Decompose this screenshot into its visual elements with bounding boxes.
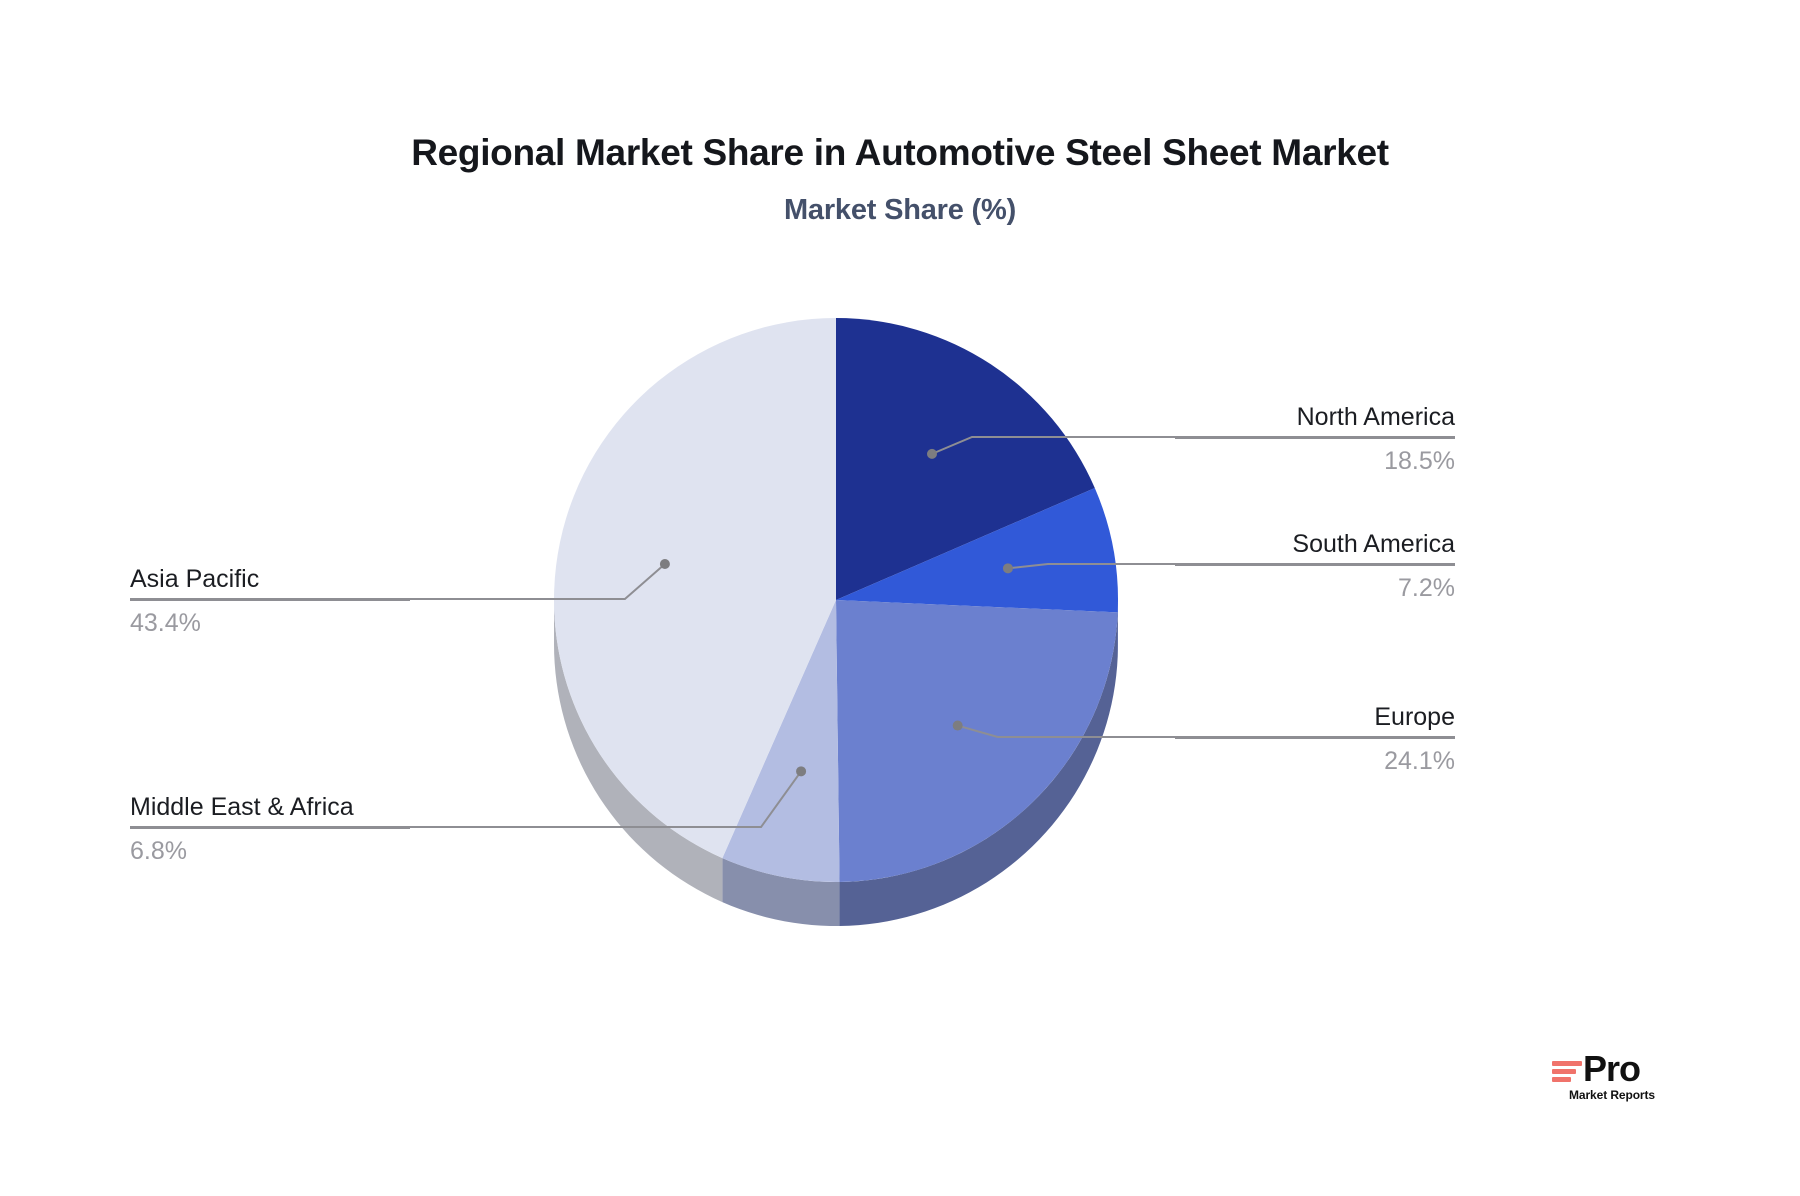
callout-label-north-america: North America — [1296, 403, 1455, 431]
pie-slice-asia-pacific[interactable]: Asia Pacific 43.4% — [553, 318, 836, 859]
callout-rule-europe — [1175, 737, 1455, 739]
callout-middle-east-africa[interactable]: Middle East & Africa 6.8% — [130, 790, 410, 869]
callout-value-south-america: 7.2% — [1398, 574, 1455, 602]
leader-dot — [796, 766, 807, 777]
pie-depth-wall — [722, 858, 840, 926]
callout-label-asia-pacific: Asia Pacific — [130, 565, 260, 593]
leader-dot — [659, 559, 670, 570]
three-bars-icon — [1552, 1061, 1582, 1086]
pie-depth-wall — [839, 612, 1118, 926]
leader-dot — [952, 720, 963, 731]
callout-europe[interactable]: Europe 24.1% — [1175, 700, 1455, 779]
pie-slice-north-america[interactable]: North America 18.5% — [836, 318, 1095, 600]
callout-value-europe: 24.1% — [1384, 747, 1455, 775]
callout-value-north-america: 18.5% — [1384, 447, 1455, 475]
callout-south-america[interactable]: South America 7.2% — [1175, 527, 1455, 606]
callout-label-europe: Europe — [1374, 703, 1455, 731]
callout-rule-south-america — [1175, 564, 1455, 566]
pro-market-reports-logo[interactable]: Pro Market Reports — [1552, 1046, 1672, 1102]
chart-subtitle: Market Share (%) — [783, 194, 1017, 226]
callout-rule-middle-east-africa — [130, 827, 410, 829]
callout-rule-north-america — [1175, 437, 1455, 439]
pie-slice-south-america[interactable]: South America 7.2% — [836, 488, 1118, 613]
pie-top-faces: North America 18.5%South America 7.2%Eur… — [553, 318, 1118, 882]
pie-depth-walls — [554, 600, 1118, 926]
callout-label-south-america: South America — [1292, 530, 1455, 558]
callout-rule-asia-pacific — [130, 599, 410, 601]
leader-dot — [926, 448, 937, 459]
callout-asia-pacific[interactable]: Asia Pacific 43.4% — [130, 562, 410, 641]
callout-value-asia-pacific: 43.4% — [130, 609, 201, 637]
pie-slice-middle-east-africa[interactable]: Middle East & Africa 6.8% — [722, 600, 840, 882]
callout-label-middle-east-africa: Middle East & Africa — [130, 793, 354, 821]
logo-tagline: Market Reports — [1569, 1088, 1655, 1102]
chart-title: Regional Market Share in Automotive Stee… — [411, 132, 1389, 173]
pie-slice-europe[interactable]: Europe 24.1% — [836, 600, 1118, 882]
callout-value-middle-east-africa: 6.8% — [130, 837, 187, 865]
logo-wordmark: Pro — [1583, 1048, 1641, 1089]
callout-north-america[interactable]: North America 18.5% — [1175, 400, 1455, 479]
pie-depth-wall — [554, 600, 723, 903]
leader-dot — [1002, 563, 1013, 574]
logo-top-row: Pro — [1552, 1046, 1672, 1089]
